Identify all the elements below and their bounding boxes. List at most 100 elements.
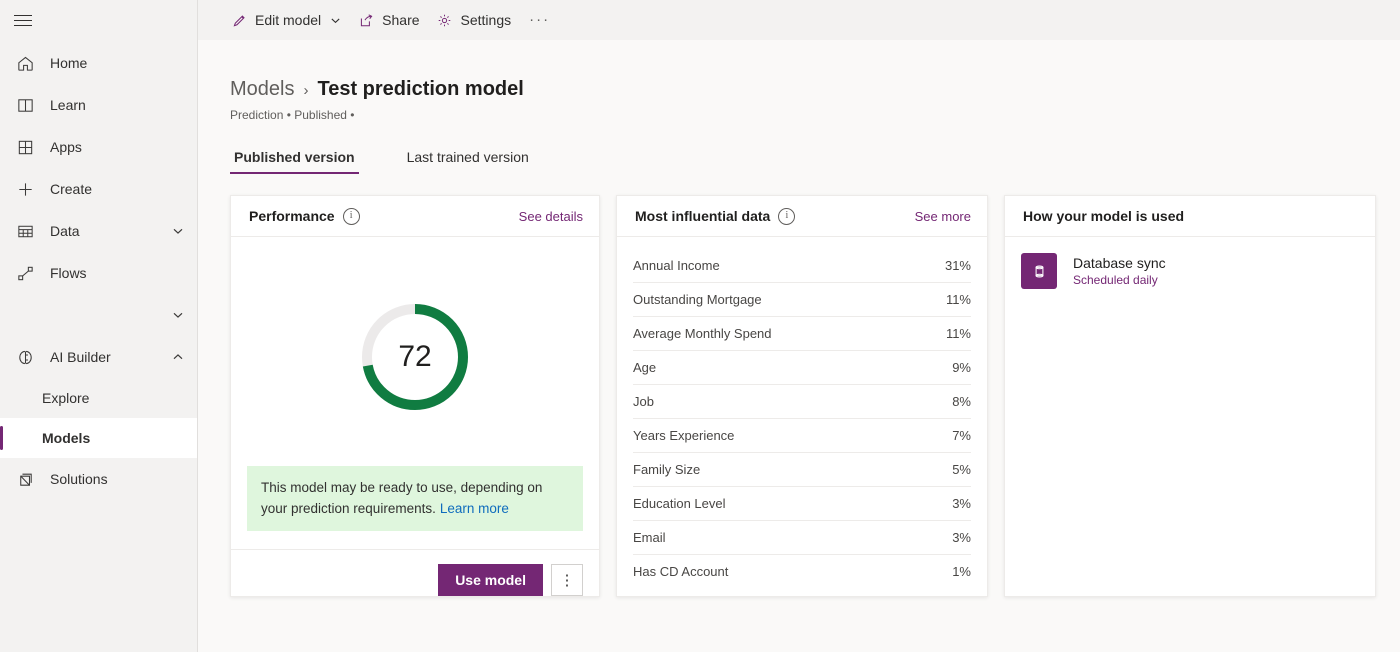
influential-card-body: Annual Income 31% Outstanding Mortgage 1… bbox=[617, 237, 987, 596]
sidebar-nav-list: Home Learn Apps bbox=[0, 42, 197, 500]
influential-data-list: Annual Income 31% Outstanding Mortgage 1… bbox=[633, 237, 971, 588]
breadcrumb-models-link[interactable]: Models bbox=[230, 78, 295, 100]
influence-value: 1% bbox=[952, 564, 971, 579]
performance-card-header: Performance i See details bbox=[231, 196, 599, 237]
influence-name: Has CD Account bbox=[633, 564, 729, 579]
database-icon bbox=[1021, 253, 1057, 289]
sidebar-item-ai-builder[interactable]: AI Builder bbox=[0, 336, 197, 378]
sidebar-item-label: Models bbox=[42, 430, 91, 446]
plus-icon bbox=[14, 178, 36, 200]
influence-name: Years Experience bbox=[633, 428, 735, 443]
influence-value: 11% bbox=[945, 326, 971, 341]
used-card-body: Database sync Scheduled daily bbox=[1005, 237, 1375, 596]
sidebar-item-label: Learn bbox=[50, 97, 86, 113]
share-icon bbox=[357, 11, 375, 29]
influence-value: 8% bbox=[952, 394, 971, 409]
apps-grid-icon bbox=[14, 136, 36, 158]
overflow-menu-button[interactable]: ··· bbox=[529, 11, 551, 28]
no-chevron bbox=[171, 56, 185, 70]
sidebar-item-label: Create bbox=[50, 181, 93, 197]
learn-more-link[interactable]: Learn more bbox=[439, 501, 509, 516]
sidebar-group-collapsed[interactable] bbox=[0, 294, 197, 336]
ai-brain-icon bbox=[14, 346, 36, 368]
edit-model-button[interactable]: Edit model bbox=[222, 0, 349, 40]
cards-row: Performance i See details bbox=[230, 195, 1400, 597]
influence-name: Age bbox=[633, 360, 657, 375]
used-card-header: How your model is used bbox=[1005, 196, 1375, 237]
sidebar-item-apps[interactable]: Apps bbox=[0, 126, 197, 168]
pencil-icon bbox=[230, 11, 248, 29]
no-chevron bbox=[171, 140, 185, 154]
performance-card-body: 72 This model may be ready to use, depen… bbox=[231, 237, 599, 596]
performance-score: 72 bbox=[398, 339, 432, 373]
breadcrumb: Models › Test prediction model bbox=[230, 40, 1400, 101]
model-subtitle: Prediction • Published • bbox=[230, 108, 355, 122]
main-region: Edit model Share bbox=[198, 0, 1400, 652]
see-details-link[interactable]: See details bbox=[518, 208, 583, 224]
influence-name: Outstanding Mortgage bbox=[633, 292, 762, 307]
donut-value-arc bbox=[362, 303, 468, 410]
tab-published-version[interactable]: Published version bbox=[230, 149, 359, 174]
info-icon[interactable]: i bbox=[778, 207, 796, 225]
no-chevron bbox=[171, 472, 185, 486]
home-icon bbox=[14, 52, 36, 74]
list-item: Average Monthly Spend 11% bbox=[633, 317, 971, 351]
used-card-title: How your model is used bbox=[1023, 208, 1185, 224]
menu-icon bbox=[14, 14, 32, 26]
sidebar-item-create[interactable]: Create bbox=[0, 168, 197, 210]
sidebar-item-flows[interactable]: Flows bbox=[0, 252, 197, 294]
performance-gauge: 72 bbox=[247, 237, 583, 466]
sidebar-item-label: Home bbox=[50, 55, 88, 71]
no-chevron bbox=[171, 266, 185, 280]
sidebar-item-home[interactable]: Home bbox=[0, 42, 197, 84]
left-navigation-sidebar: Home Learn Apps bbox=[0, 0, 198, 652]
influence-value: 31% bbox=[944, 258, 971, 273]
sidebar-item-models[interactable]: Models bbox=[0, 418, 197, 458]
sidebar-item-label: Explore bbox=[42, 390, 90, 406]
settings-button[interactable]: Settings bbox=[428, 0, 520, 40]
sidebar-item-data[interactable]: Data bbox=[0, 210, 197, 252]
tab-label: Published version bbox=[234, 149, 355, 165]
chevron-up-icon[interactable] bbox=[171, 350, 185, 364]
more-options-button[interactable]: ⋮ bbox=[551, 564, 583, 596]
settings-label: Settings bbox=[460, 12, 512, 28]
usage-name: Database sync bbox=[1073, 255, 1166, 271]
no-chevron bbox=[171, 182, 185, 196]
sidebar-item-label: Flows bbox=[50, 265, 87, 281]
sidebar-item-label: Data bbox=[50, 223, 80, 239]
donut-svg bbox=[362, 303, 468, 410]
influence-name: Annual Income bbox=[633, 258, 720, 273]
sidebar-item-label: AI Builder bbox=[50, 349, 111, 365]
influence-value: 5% bbox=[952, 462, 971, 477]
page-title: Test prediction model bbox=[317, 78, 524, 100]
share-button[interactable]: Share bbox=[349, 0, 427, 40]
sidebar-item-learn[interactable]: Learn bbox=[0, 84, 197, 126]
list-item[interactable]: Database sync Scheduled daily bbox=[1021, 253, 1359, 289]
see-more-link[interactable]: See more bbox=[914, 208, 971, 224]
chevron-down-icon[interactable] bbox=[171, 308, 185, 322]
influence-name: Job bbox=[633, 394, 654, 409]
command-bar: Edit model Share bbox=[198, 0, 1400, 40]
most-influential-data-card: Most influential data i See more Annual … bbox=[616, 195, 988, 597]
sidebar-item-solutions[interactable]: Solutions bbox=[0, 458, 197, 500]
no-chevron bbox=[171, 98, 185, 112]
use-model-button[interactable]: Use model bbox=[438, 564, 543, 596]
usage-texts: Database sync Scheduled daily bbox=[1073, 255, 1166, 287]
menu-toggle-button[interactable] bbox=[0, 0, 197, 40]
sidebar-item-explore[interactable]: Explore bbox=[0, 378, 197, 418]
readiness-banner-text: This model may be ready to use, dependin… bbox=[261, 480, 543, 516]
tab-last-trained-version[interactable]: Last trained version bbox=[403, 149, 533, 174]
chevron-down-icon[interactable] bbox=[171, 224, 185, 238]
share-label: Share bbox=[382, 12, 420, 28]
solutions-icon bbox=[14, 468, 36, 490]
influence-name: Average Monthly Spend bbox=[633, 326, 772, 341]
influential-card-title: Most influential data bbox=[635, 208, 771, 224]
book-icon bbox=[14, 94, 36, 116]
page-content: Models › Test prediction model Predictio… bbox=[198, 40, 1400, 652]
info-icon[interactable]: i bbox=[342, 207, 360, 225]
influence-value: 7% bbox=[952, 428, 971, 443]
chevron-down-icon[interactable] bbox=[329, 14, 341, 26]
list-item: Email 3% bbox=[633, 521, 971, 555]
influence-name: Education Level bbox=[633, 496, 726, 511]
